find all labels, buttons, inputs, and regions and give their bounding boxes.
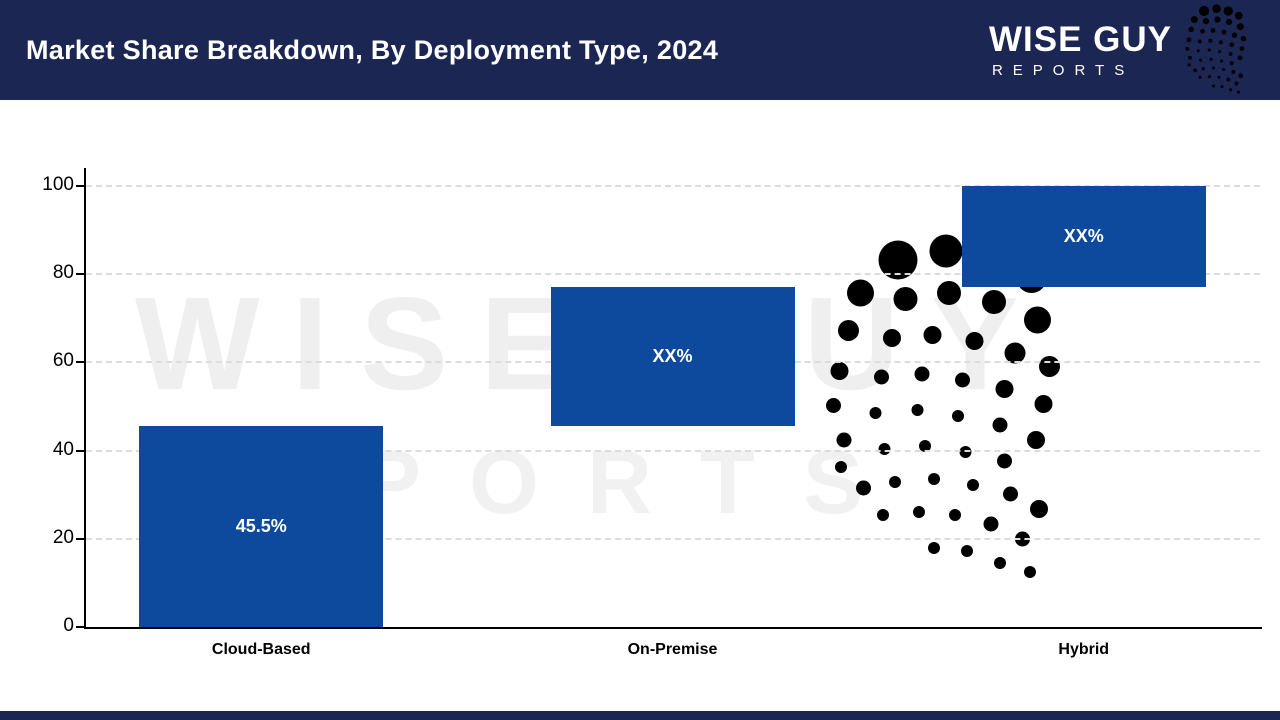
gridline [86,273,1260,276]
gridline [86,449,1260,452]
x-category-label: On-Premise [627,641,718,658]
y-axis-line [84,168,86,629]
y-tick-mark [76,537,84,540]
brand-text: WISE GUY REPORTS [989,22,1172,79]
y-tick-mark [76,185,84,187]
x-category-label: Hybrid [1058,641,1110,658]
y-tick-mark [76,361,84,364]
y-tick-mark [76,273,84,276]
y-tick-label: 80 [52,262,74,284]
y-tick-mark [76,449,84,452]
bar-value-label: XX% [1063,226,1104,247]
header: Market Share Breakdown, By Deployment Ty… [0,0,1280,100]
bar-cloud-based: 45.5% [139,426,384,627]
bar-value-label: 45.5% [235,516,287,537]
y-tick-label: 0 [63,615,74,636]
bar-on-premise: XX% [550,287,795,427]
y-tick-label: 60 [52,350,74,372]
bar-value-label: XX% [652,346,693,367]
brand-head-icon [1176,3,1254,97]
x-category-label: Cloud-Based [211,641,311,658]
brand-name: WISE GUY [988,19,1172,59]
brand-subtitle: REPORTS [991,61,1135,79]
bar-hybrid: XX% [961,186,1206,288]
gridline [86,185,1260,187]
x-axis-line [84,627,1262,629]
y-tick-mark [76,626,84,628]
footer-bar [0,711,1280,720]
y-tick-label: 20 [52,526,74,548]
y-tick-label: 40 [52,438,74,460]
brand-logo: WISE GUY REPORTS [989,3,1254,97]
gridline [86,537,1260,540]
page-title: Market Share Breakdown, By Deployment Ty… [26,34,719,65]
y-tick-label: 100 [42,174,74,195]
